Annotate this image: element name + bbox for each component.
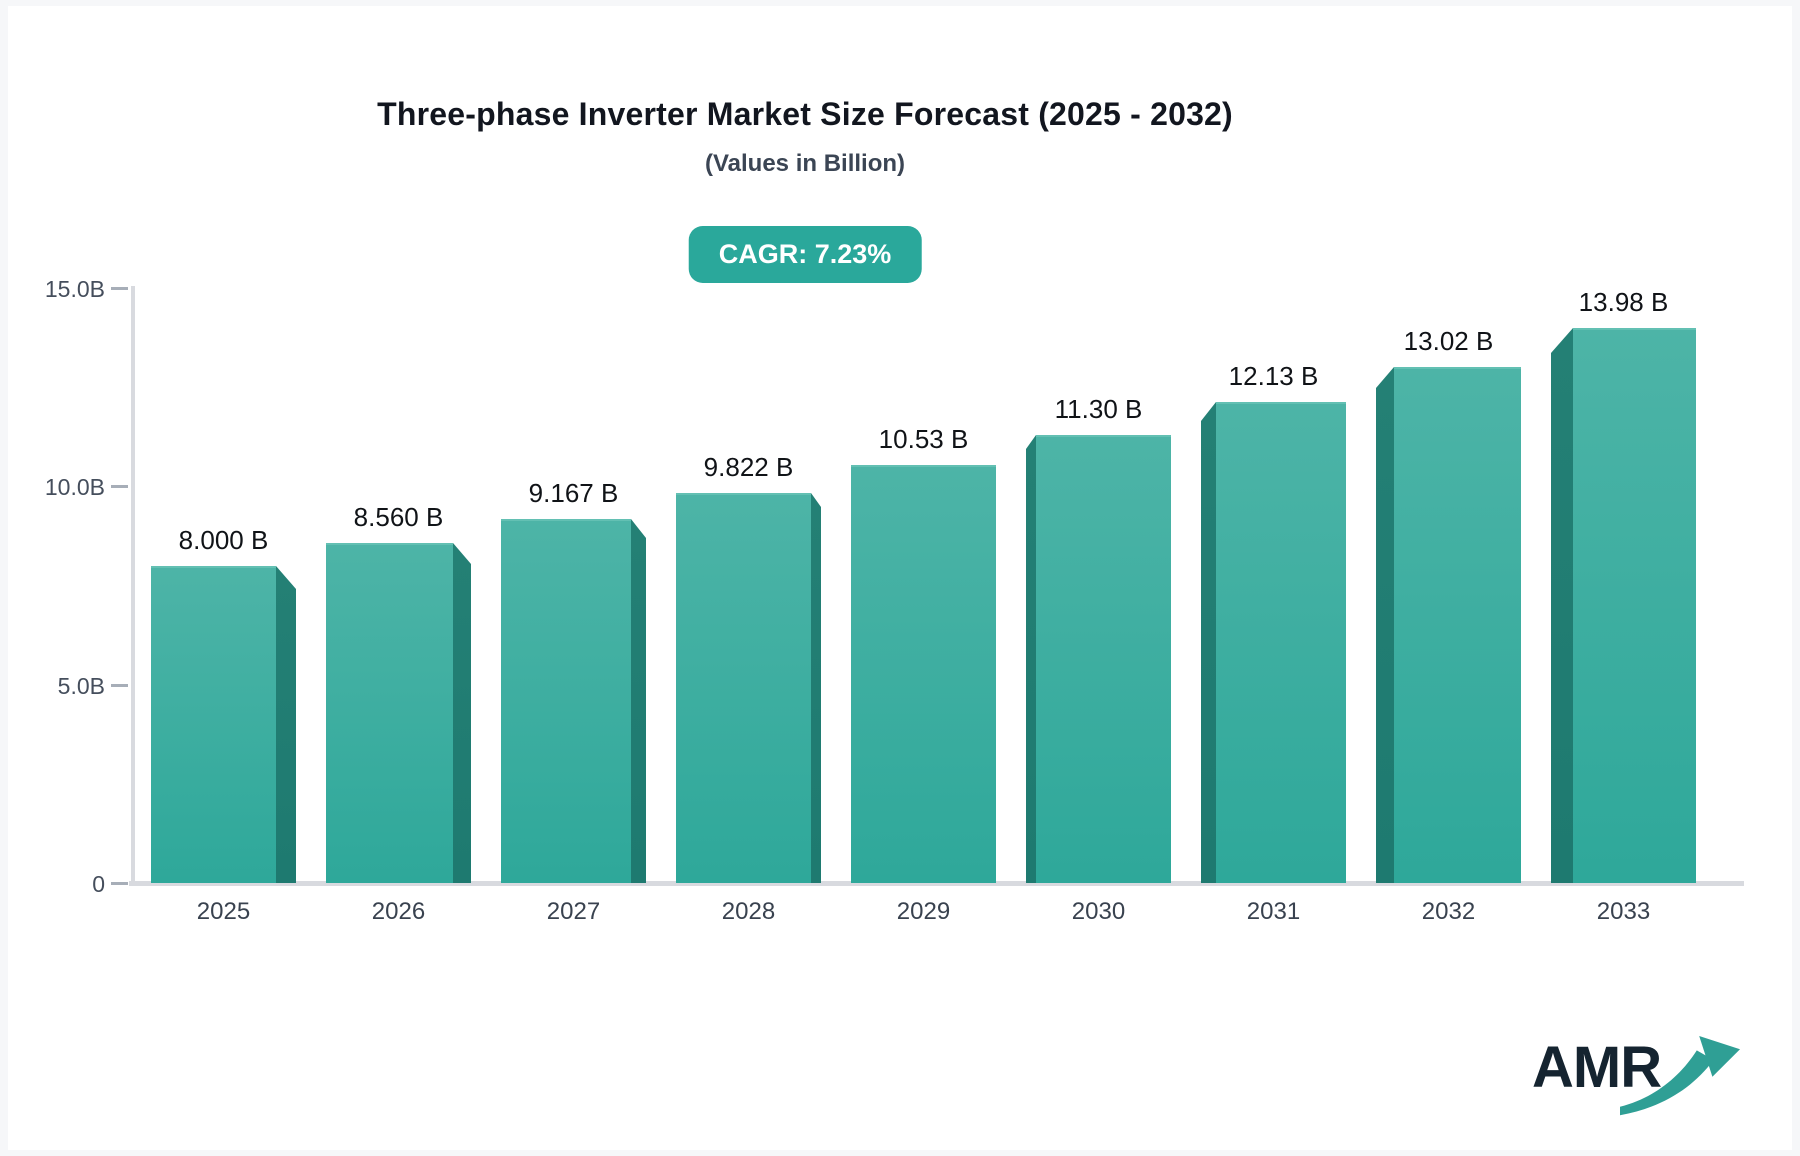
bar-3d-side <box>1026 435 1036 883</box>
y-tick-mark <box>111 882 128 885</box>
bar-3d-side <box>1551 328 1573 883</box>
y-tick-mark <box>111 287 128 290</box>
bar-value-label: 10.53 B <box>878 424 969 454</box>
bar-2028[interactable] <box>676 493 821 883</box>
bar-face <box>676 493 811 883</box>
bar-value-label: 13.02 B <box>1403 326 1494 356</box>
y-tick-label: 5.0B <box>57 672 105 699</box>
bar-2027[interactable] <box>501 519 646 883</box>
y-tick-mark <box>111 485 128 489</box>
y-axis-line <box>131 286 135 885</box>
bar-2033[interactable] <box>1551 328 1696 883</box>
bar-face <box>1216 402 1346 883</box>
bar-3d-side <box>453 543 471 883</box>
x-axis-label-2033: 2033 <box>1596 898 1651 925</box>
chart-title: Three-phase Inverter Market Size Forecas… <box>377 96 1233 132</box>
bar-face <box>851 465 996 883</box>
x-axis-label-2026: 2026 <box>371 898 426 925</box>
bar-3d-side <box>276 566 296 883</box>
growth-arrow-icon <box>1620 1036 1740 1116</box>
bar-2030[interactable] <box>1026 435 1171 883</box>
x-axis-line <box>129 881 1744 886</box>
bar-2026[interactable] <box>326 543 471 883</box>
x-axis-label-2032: 2032 <box>1421 898 1476 925</box>
bar-value-label: 9.822 B <box>703 452 794 482</box>
y-tick-label: 10.0B <box>44 474 105 501</box>
x-axis-label-2028: 2028 <box>721 898 776 925</box>
bar-value-label: 9.167 B <box>528 478 619 508</box>
bar-face <box>1573 328 1696 883</box>
bar-3d-side <box>631 519 646 883</box>
y-tick-label: 15.0B <box>44 276 105 302</box>
bar-value-label: 11.30 B <box>1054 394 1143 424</box>
bar-value-label: 8.560 B <box>353 502 444 532</box>
x-axis-label-2030: 2030 <box>1071 898 1126 925</box>
bar-face <box>1036 435 1171 883</box>
bar-value-label: 8.000 B <box>178 525 269 555</box>
bar-face <box>151 566 276 883</box>
cagr-badge: CAGR: 7.23% <box>688 226 922 283</box>
x-axis-label-2027: 2027 <box>546 898 601 925</box>
bar-value-label: 12.13 B <box>1228 361 1319 391</box>
bar-face <box>1394 367 1521 883</box>
bar-2032[interactable] <box>1376 367 1521 883</box>
bar-3d-side <box>1376 367 1394 883</box>
amr-logo-text: AMR <box>1532 1035 1662 1100</box>
x-axis-label-2029: 2029 <box>896 898 951 925</box>
bar-face <box>326 543 453 883</box>
chart-subtitle: (Values in Billion) <box>704 150 906 177</box>
bar-face <box>501 519 631 883</box>
x-axis-label-2025: 2025 <box>196 898 251 925</box>
y-tick-mark <box>111 683 128 687</box>
bar-2031[interactable] <box>1201 402 1346 883</box>
bar-value-label: 13.98 B <box>1578 287 1669 317</box>
bar-2025[interactable] <box>151 566 296 883</box>
y-tick-label: 0 <box>92 871 105 897</box>
bar-3d-side <box>1201 402 1216 883</box>
bar-3d-side <box>811 493 821 883</box>
x-axis-label-2031: 2031 <box>1246 898 1301 925</box>
bar-2029[interactable] <box>851 465 996 883</box>
amr-logo: AMR <box>1532 1036 1752 1126</box>
